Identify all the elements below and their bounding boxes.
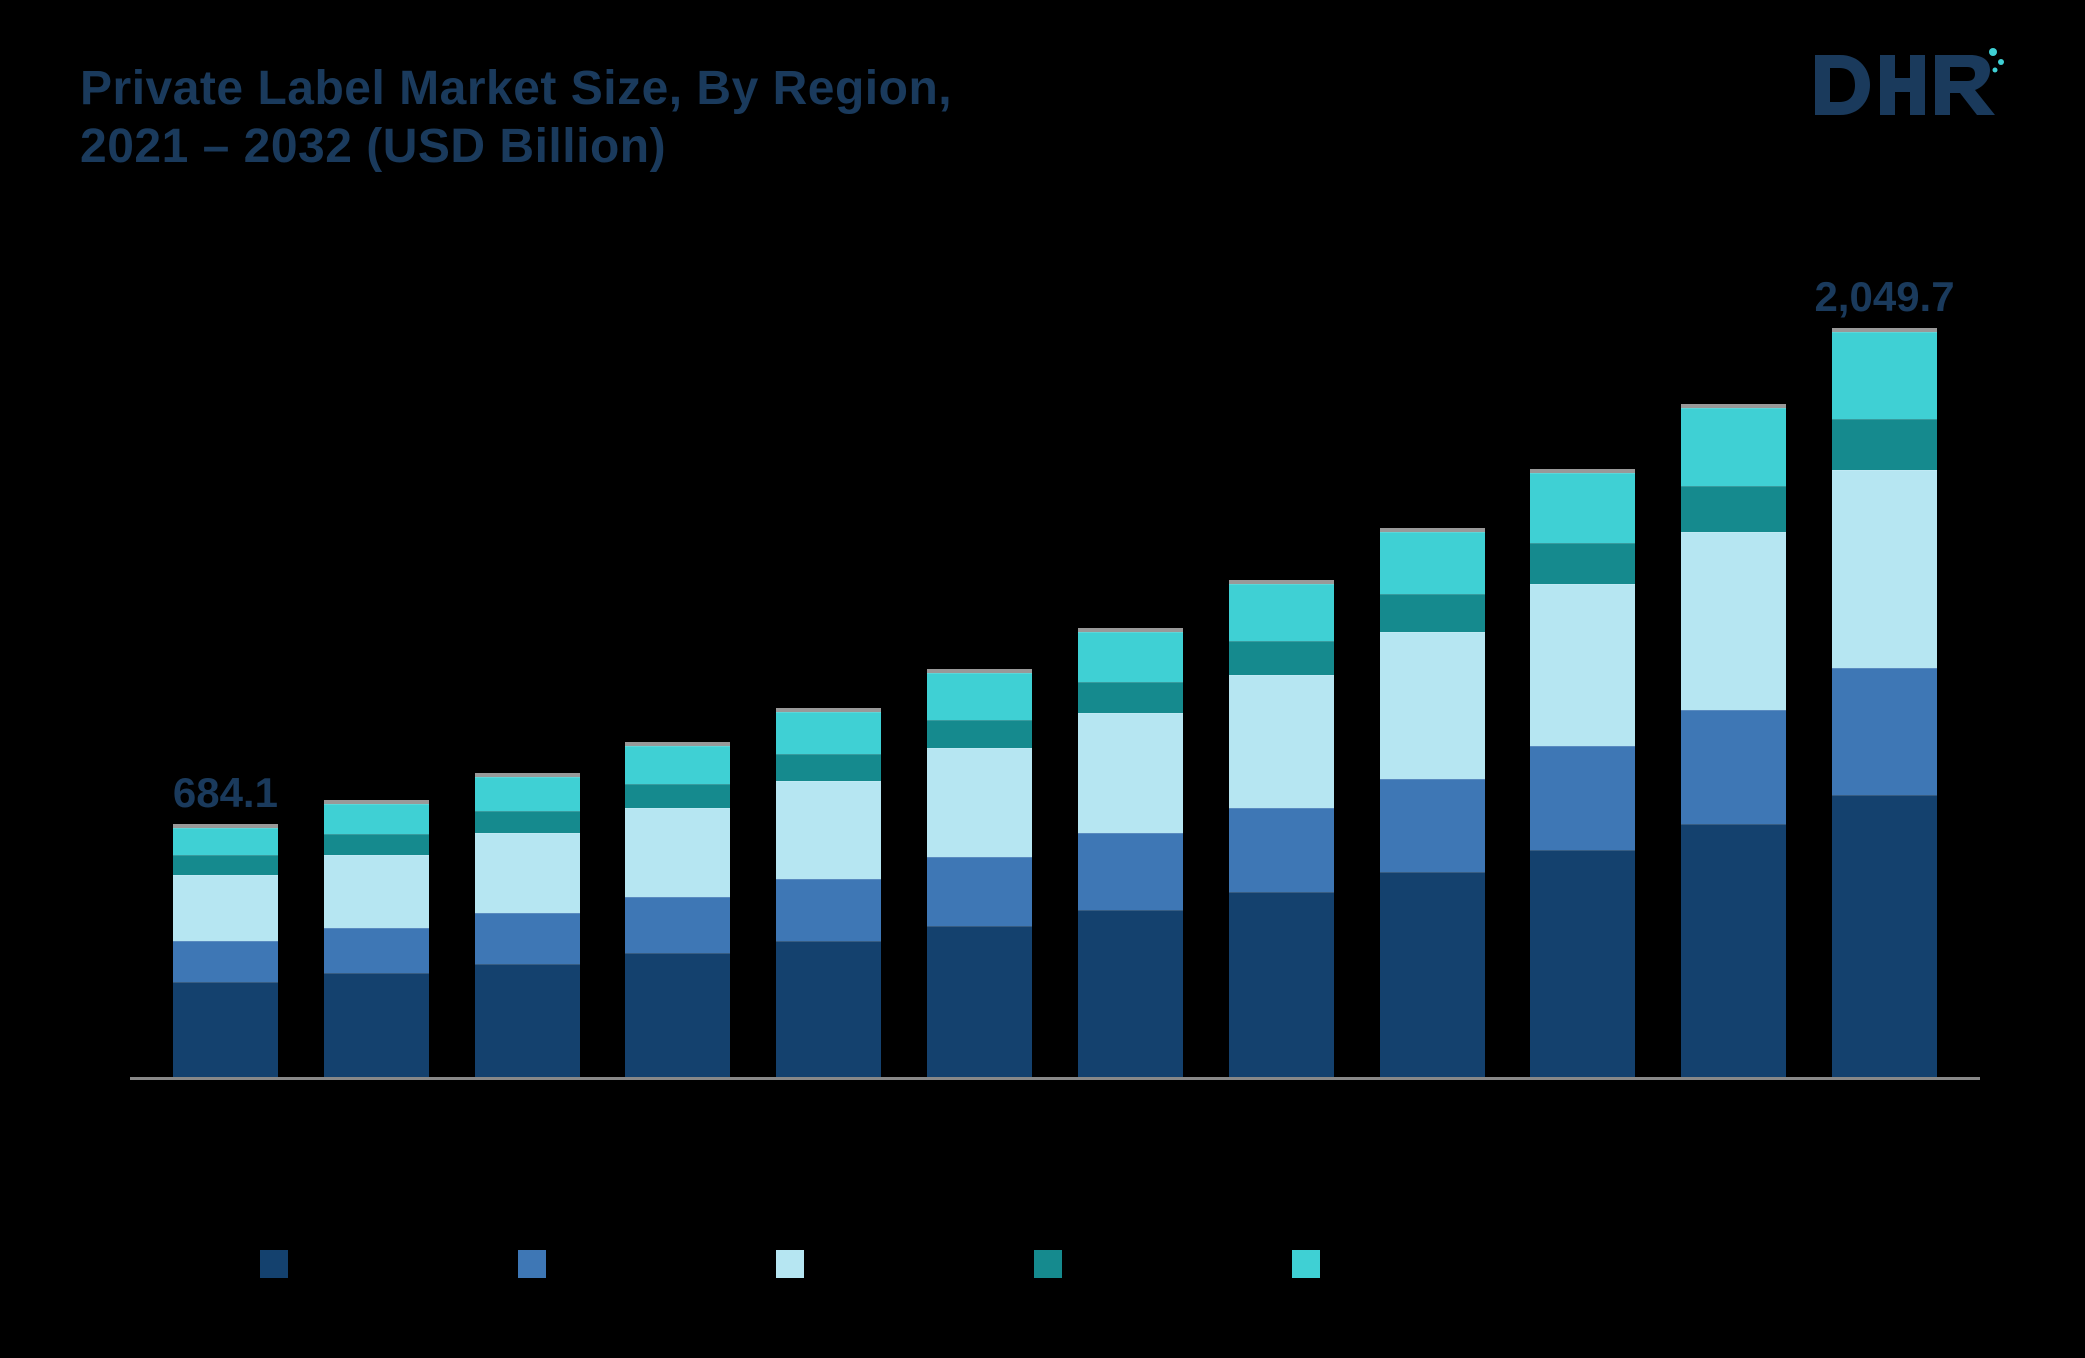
title-line-1: Private Label Market Size, By Region,: [80, 60, 980, 118]
legend: [260, 1250, 1320, 1278]
segment-s2: [1078, 833, 1183, 909]
title-line-2: 2021 – 2032 (USD Billion): [80, 118, 980, 176]
chart-title: Private Label Market Size, By Region, 20…: [80, 60, 980, 175]
segment-s3: [625, 808, 730, 897]
segment-s3: [776, 781, 881, 879]
segment-s2: [173, 941, 278, 983]
segment-s2: [1832, 668, 1937, 795]
x-axis-baseline: [130, 1077, 1980, 1080]
segment-s2: [625, 897, 730, 953]
segment-s1: [475, 964, 580, 1077]
legend-swatch: [776, 1250, 804, 1278]
segment-s2: [475, 913, 580, 964]
bar-2031: [1681, 404, 1786, 1077]
legend-swatch: [518, 1250, 546, 1278]
legend-item: [260, 1250, 288, 1278]
segment-s3: [324, 855, 429, 928]
segment-s3: [1681, 532, 1786, 710]
segment-s3: [475, 833, 580, 913]
segment-s5: [1380, 532, 1485, 595]
segment-s1: [625, 953, 730, 1077]
segment-s4: [1832, 419, 1937, 470]
segment-s4: [625, 784, 730, 808]
segment-s1: [927, 926, 1032, 1077]
bar-2023: [475, 773, 580, 1077]
bar-2029: [1380, 528, 1485, 1077]
bar-2024: [625, 742, 730, 1077]
segment-s5: [475, 777, 580, 811]
segment-s5: [1681, 408, 1786, 486]
segment-s2: [1530, 746, 1635, 850]
segment-s5: [776, 712, 881, 755]
segment-s5: [173, 828, 278, 855]
segment-s2: [927, 857, 1032, 926]
legend-item: [1292, 1250, 1320, 1278]
segment-s5: [927, 673, 1032, 719]
segment-s4: [1530, 543, 1635, 584]
legend-item: [518, 1250, 546, 1278]
legend-item: [1034, 1250, 1062, 1278]
segment-s1: [1530, 850, 1635, 1077]
segment-s1: [1078, 910, 1183, 1077]
segment-s2: [324, 928, 429, 973]
segment-s5: [324, 804, 429, 834]
segment-s4: [776, 754, 881, 781]
legend-item: [776, 1250, 804, 1278]
legend-swatch: [260, 1250, 288, 1278]
segment-s1: [1380, 872, 1485, 1077]
segment-s1: [173, 982, 278, 1077]
segment-s5: [1832, 332, 1937, 419]
segment-s2: [1229, 808, 1334, 892]
bar-2030: [1530, 469, 1635, 1077]
segment-s3: [173, 875, 278, 940]
bar-2025: [776, 708, 881, 1077]
bar-2026: [927, 669, 1032, 1077]
bar-2027: [1078, 628, 1183, 1077]
segment-s5: [1229, 584, 1334, 641]
bar-2028: [1229, 580, 1334, 1077]
segment-s3: [1078, 713, 1183, 833]
segment-s5: [1530, 473, 1635, 543]
segment-s1: [324, 973, 429, 1077]
segment-s4: [1380, 594, 1485, 631]
segment-s4: [1681, 486, 1786, 531]
segment-s3: [1832, 470, 1937, 668]
segment-s4: [475, 811, 580, 834]
segment-s4: [324, 834, 429, 855]
segment-s3: [1530, 584, 1635, 746]
segment-s2: [776, 879, 881, 941]
segment-s1: [776, 941, 881, 1077]
segment-s1: [1681, 824, 1786, 1077]
bar-2021: 684.1: [173, 824, 278, 1077]
segment-s4: [927, 720, 1032, 748]
segment-s4: [173, 855, 278, 875]
bars-group: 684.1 2,049.7: [130, 277, 1980, 1077]
bar-2032: 2,049.7: [1832, 328, 1937, 1077]
segment-s2: [1380, 779, 1485, 872]
segment-s3: [927, 748, 1032, 857]
dhr-logo: [1805, 40, 2005, 130]
segment-s2: [1681, 710, 1786, 825]
segment-s3: [1380, 632, 1485, 779]
bar-2022: [324, 800, 429, 1077]
legend-swatch: [1034, 1250, 1062, 1278]
plot-area: 684.1 2,049.7: [130, 280, 1980, 1080]
segment-s1: [1229, 892, 1334, 1077]
segment-s5: [625, 746, 730, 783]
bar-value-label: 684.1: [173, 769, 278, 817]
segment-s3: [1229, 675, 1334, 808]
segment-s5: [1078, 632, 1183, 683]
legend-swatch: [1292, 1250, 1320, 1278]
segment-s4: [1229, 641, 1334, 675]
bar-value-label: 2,049.7: [1814, 273, 1954, 321]
segment-s1: [1832, 795, 1937, 1077]
segment-s4: [1078, 682, 1183, 713]
chart-container: Private Label Market Size, By Region, 20…: [0, 0, 2085, 1358]
